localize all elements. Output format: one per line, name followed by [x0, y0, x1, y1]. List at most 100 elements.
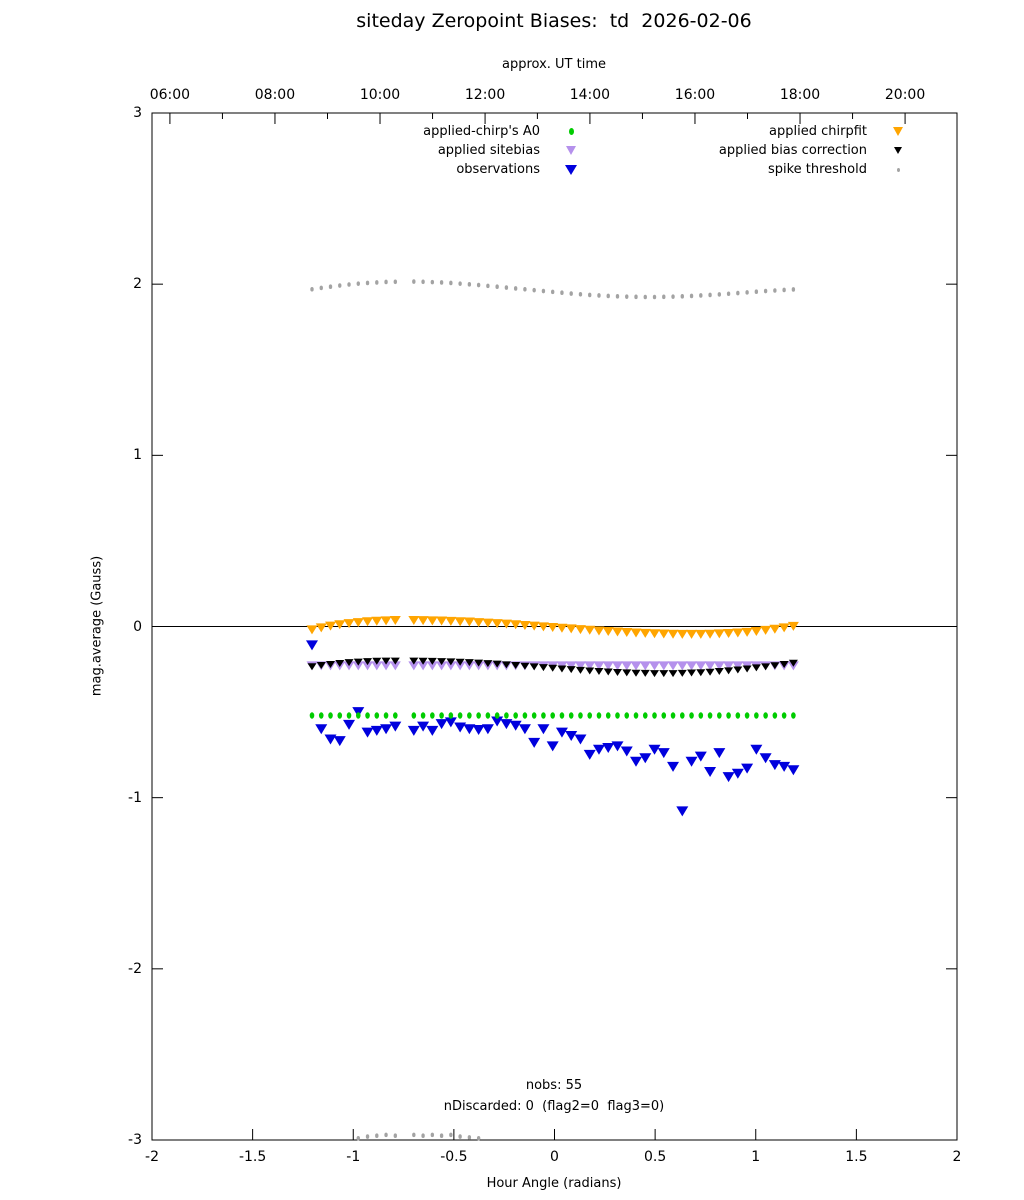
legend-label: applied chirpfit: [769, 124, 867, 139]
point-applied-chirp-s-a0: [679, 712, 685, 719]
point-applied-bias-correction: [474, 659, 484, 667]
point-applied-sitebias: [723, 661, 735, 671]
point-observations: [500, 719, 513, 730]
point-applied-bias-correction: [335, 659, 345, 667]
point-applied-sitebias: [667, 661, 679, 671]
point-applied-chirp-s-a0: [513, 712, 518, 719]
point-observations: [546, 741, 559, 752]
point-observations: [333, 736, 346, 747]
point-applied-chirpfit: [306, 625, 318, 635]
point-applied-sitebias: [686, 661, 698, 671]
point-spike-threshold: [671, 294, 675, 299]
legend-item-observations: observations: [300, 160, 578, 179]
point-applied-chirp-s-a0: [633, 712, 639, 719]
point-applied-bias-correction: [724, 667, 734, 675]
point-applied-chirpfit: [565, 624, 577, 634]
y-tick-label: 3: [133, 105, 142, 121]
point-applied-chirp-s-a0: [781, 712, 787, 719]
point-spike-threshold: [560, 290, 564, 296]
point-applied-bias-correction: [316, 662, 326, 670]
chirpfit-triangle-marker-icon: [891, 127, 905, 136]
point-applied-chirp-s-a0: [568, 712, 574, 719]
point-applied-chirpfit: [445, 616, 457, 626]
point-spike-threshold-lower-clipped-at-3-: [421, 1133, 425, 1139]
point-observations: [555, 727, 568, 738]
point-spike-threshold: [773, 288, 777, 293]
point-spike-threshold: [791, 287, 796, 292]
point-observations: [676, 806, 689, 817]
point-spike-threshold: [523, 287, 527, 292]
x-tick-label: 0: [550, 1149, 559, 1165]
point-observations: [602, 743, 615, 754]
point-applied-chirp-s-a0: [420, 712, 426, 719]
point-applied-bias-correction: [603, 668, 613, 676]
point-applied-bias-correction: [668, 670, 678, 678]
legend-item-applied-chirpfit: applied chirpfit: [627, 122, 905, 141]
point-applied-chirp-s-a0: [531, 712, 537, 719]
point-applied-chirpfit: [574, 625, 586, 635]
point-applied-bias-correction: [390, 657, 400, 665]
point-applied-bias-correction: [307, 663, 317, 671]
point-spike-threshold: [782, 287, 786, 293]
point-applied-chirp-s-a0: [744, 712, 750, 719]
point-applied-chirp-s-a0: [383, 712, 389, 719]
point-applied-chirpfit: [593, 626, 605, 636]
point-applied-bias-correction: [742, 665, 752, 673]
point-observations: [361, 727, 374, 738]
point-observations: [472, 725, 485, 736]
point-spike-threshold: [467, 282, 472, 287]
point-applied-chirpfit: [380, 616, 392, 626]
point-applied-sitebias: [426, 661, 438, 671]
point-applied-sitebias: [621, 661, 633, 671]
point-applied-sitebias: [584, 661, 596, 671]
x2-tick-label: 06:00: [149, 87, 191, 103]
point-applied-bias-correction: [455, 658, 465, 666]
point-applied-bias-correction: [437, 658, 447, 666]
point-spike-threshold: [393, 279, 398, 285]
point-observations: [463, 724, 476, 735]
point-spike-threshold: [412, 279, 416, 284]
point-applied-bias-correction: [372, 657, 382, 665]
point-applied-chirp-s-a0: [726, 712, 731, 719]
point-observations: [704, 766, 717, 777]
y-tick-label: -3: [128, 1132, 142, 1148]
point-applied-chirp-s-a0: [578, 712, 583, 719]
point-applied-chirp-s-a0: [550, 712, 555, 719]
point-applied-sitebias: [630, 661, 642, 671]
point-applied-chirpfit: [325, 621, 337, 631]
point-spike-threshold: [430, 279, 435, 285]
point-applied-chirpfit: [510, 620, 522, 630]
point-applied-bias-correction: [779, 660, 789, 668]
point-applied-sitebias: [436, 661, 448, 671]
legend-label: applied-chirp's A0: [423, 124, 540, 139]
point-applied-chirpfit: [667, 629, 679, 639]
point-applied-chirpfit: [741, 627, 753, 637]
point-observations: [518, 724, 531, 735]
point-applied-chirp-s-a0: [707, 712, 713, 719]
point-applied-chirp-s-a0: [374, 712, 380, 719]
point-applied-chirpfit: [343, 619, 355, 629]
point-applied-chirpfit: [723, 629, 735, 639]
point-spike-threshold: [439, 280, 444, 285]
point-applied-chirp-s-a0: [430, 712, 435, 719]
point-applied-bias-correction: [326, 660, 336, 668]
point-applied-bias-correction: [705, 668, 715, 676]
point-applied-bias-correction: [631, 669, 641, 677]
legend-label: observations: [456, 162, 540, 177]
point-applied-chirp-s-a0: [587, 712, 593, 719]
point-spike-threshold: [588, 292, 592, 298]
point-applied-chirp-s-a0: [457, 712, 463, 719]
point-applied-chirp-s-a0: [615, 712, 620, 719]
point-applied-chirpfit: [463, 617, 475, 627]
point-spike-threshold-lower-clipped-at-3-: [393, 1133, 398, 1139]
point-spike-threshold: [365, 280, 370, 286]
point-observations: [305, 640, 318, 651]
point-observations: [565, 731, 578, 742]
point-observations: [759, 753, 772, 764]
point-spike-threshold: [634, 294, 638, 300]
point-spike-threshold: [597, 293, 601, 298]
point-applied-chirpfit: [676, 629, 688, 639]
point-spike-threshold: [458, 281, 462, 286]
point-applied-bias-correction: [612, 669, 622, 677]
